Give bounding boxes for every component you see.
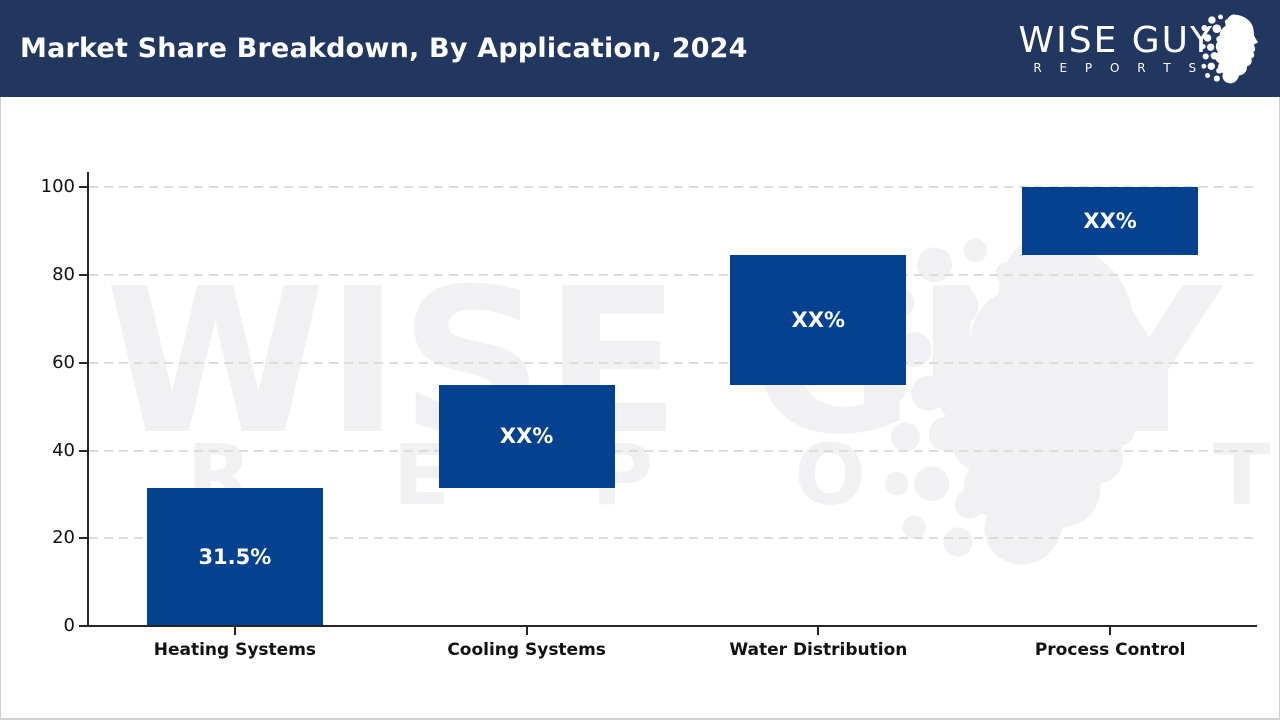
y-tick-mark-40 [79,449,87,452]
y-tick-label-40: 40 [52,439,75,461]
bar-value-label: XX% [1083,209,1137,234]
x-tick-mark-process-control [1109,627,1112,635]
bar-value-label: 31.5% [198,544,272,569]
gridline-60 [89,361,1256,364]
y-tick-mark-20 [79,537,87,540]
y-tick-mark-80 [79,274,87,277]
x-tick-label-process-control: Process Control [1034,640,1186,660]
bar-value-label: XX% [499,424,554,449]
x-tick-mark-cooling-systems [525,627,528,635]
chart-title: Market Share Breakdown, By Application, … [20,33,748,64]
y-tick-mark-0 [79,625,87,627]
logo-head-icon [1200,12,1262,86]
gridline-40 [89,449,1256,452]
x-tick-label-cooling-systems: Cooling Systems [447,640,606,660]
logo-wordmark: WISE GUY [1018,20,1214,62]
header: Market Share Breakdown, By Application, … [0,0,1280,97]
wise-guy-logo: WISE GUY R E P O R T S [1019,12,1263,86]
x-tick-label-heating-systems: Heating Systems [153,640,317,660]
y-axis-line [87,172,89,627]
gridline-80 [89,274,1256,277]
y-tick-label-60: 60 [52,351,75,373]
bar-process-control: XX% [1022,187,1199,256]
bar-water-distribution: XX% [730,255,907,385]
x-tick-mark-heating-systems [233,627,236,635]
gridline-100 [89,186,1256,189]
y-tick-mark-60 [79,361,87,364]
bar-heating-systems: 31.5% [146,487,323,626]
bar-cooling-systems: XX% [438,384,615,488]
x-tick-label-water-distribution: Water Distribution [729,640,908,660]
x-axis-line [87,625,1257,627]
gridline-20 [89,537,1256,540]
bar-value-label: XX% [791,308,846,333]
y-tick-mark-100 [79,186,87,189]
y-tick-label-0: 0 [63,615,75,636]
y-tick-label-100: 100 [40,176,75,198]
x-tick-mark-water-distribution [817,627,820,635]
plot-area: 0 20 40 60 80 100 31.5% Heating Systems XX% Cooli… [41,172,1256,660]
logo-subtitle: R E P O R T S [1033,60,1204,75]
y-tick-label-80: 80 [52,264,75,286]
y-tick-label-20: 20 [52,527,75,549]
chart-area: WISE GUY R E P O R T S 02040608010031.5%… [0,97,1280,720]
logo-text: WISE GUY R E P O R T S [1019,22,1215,75]
